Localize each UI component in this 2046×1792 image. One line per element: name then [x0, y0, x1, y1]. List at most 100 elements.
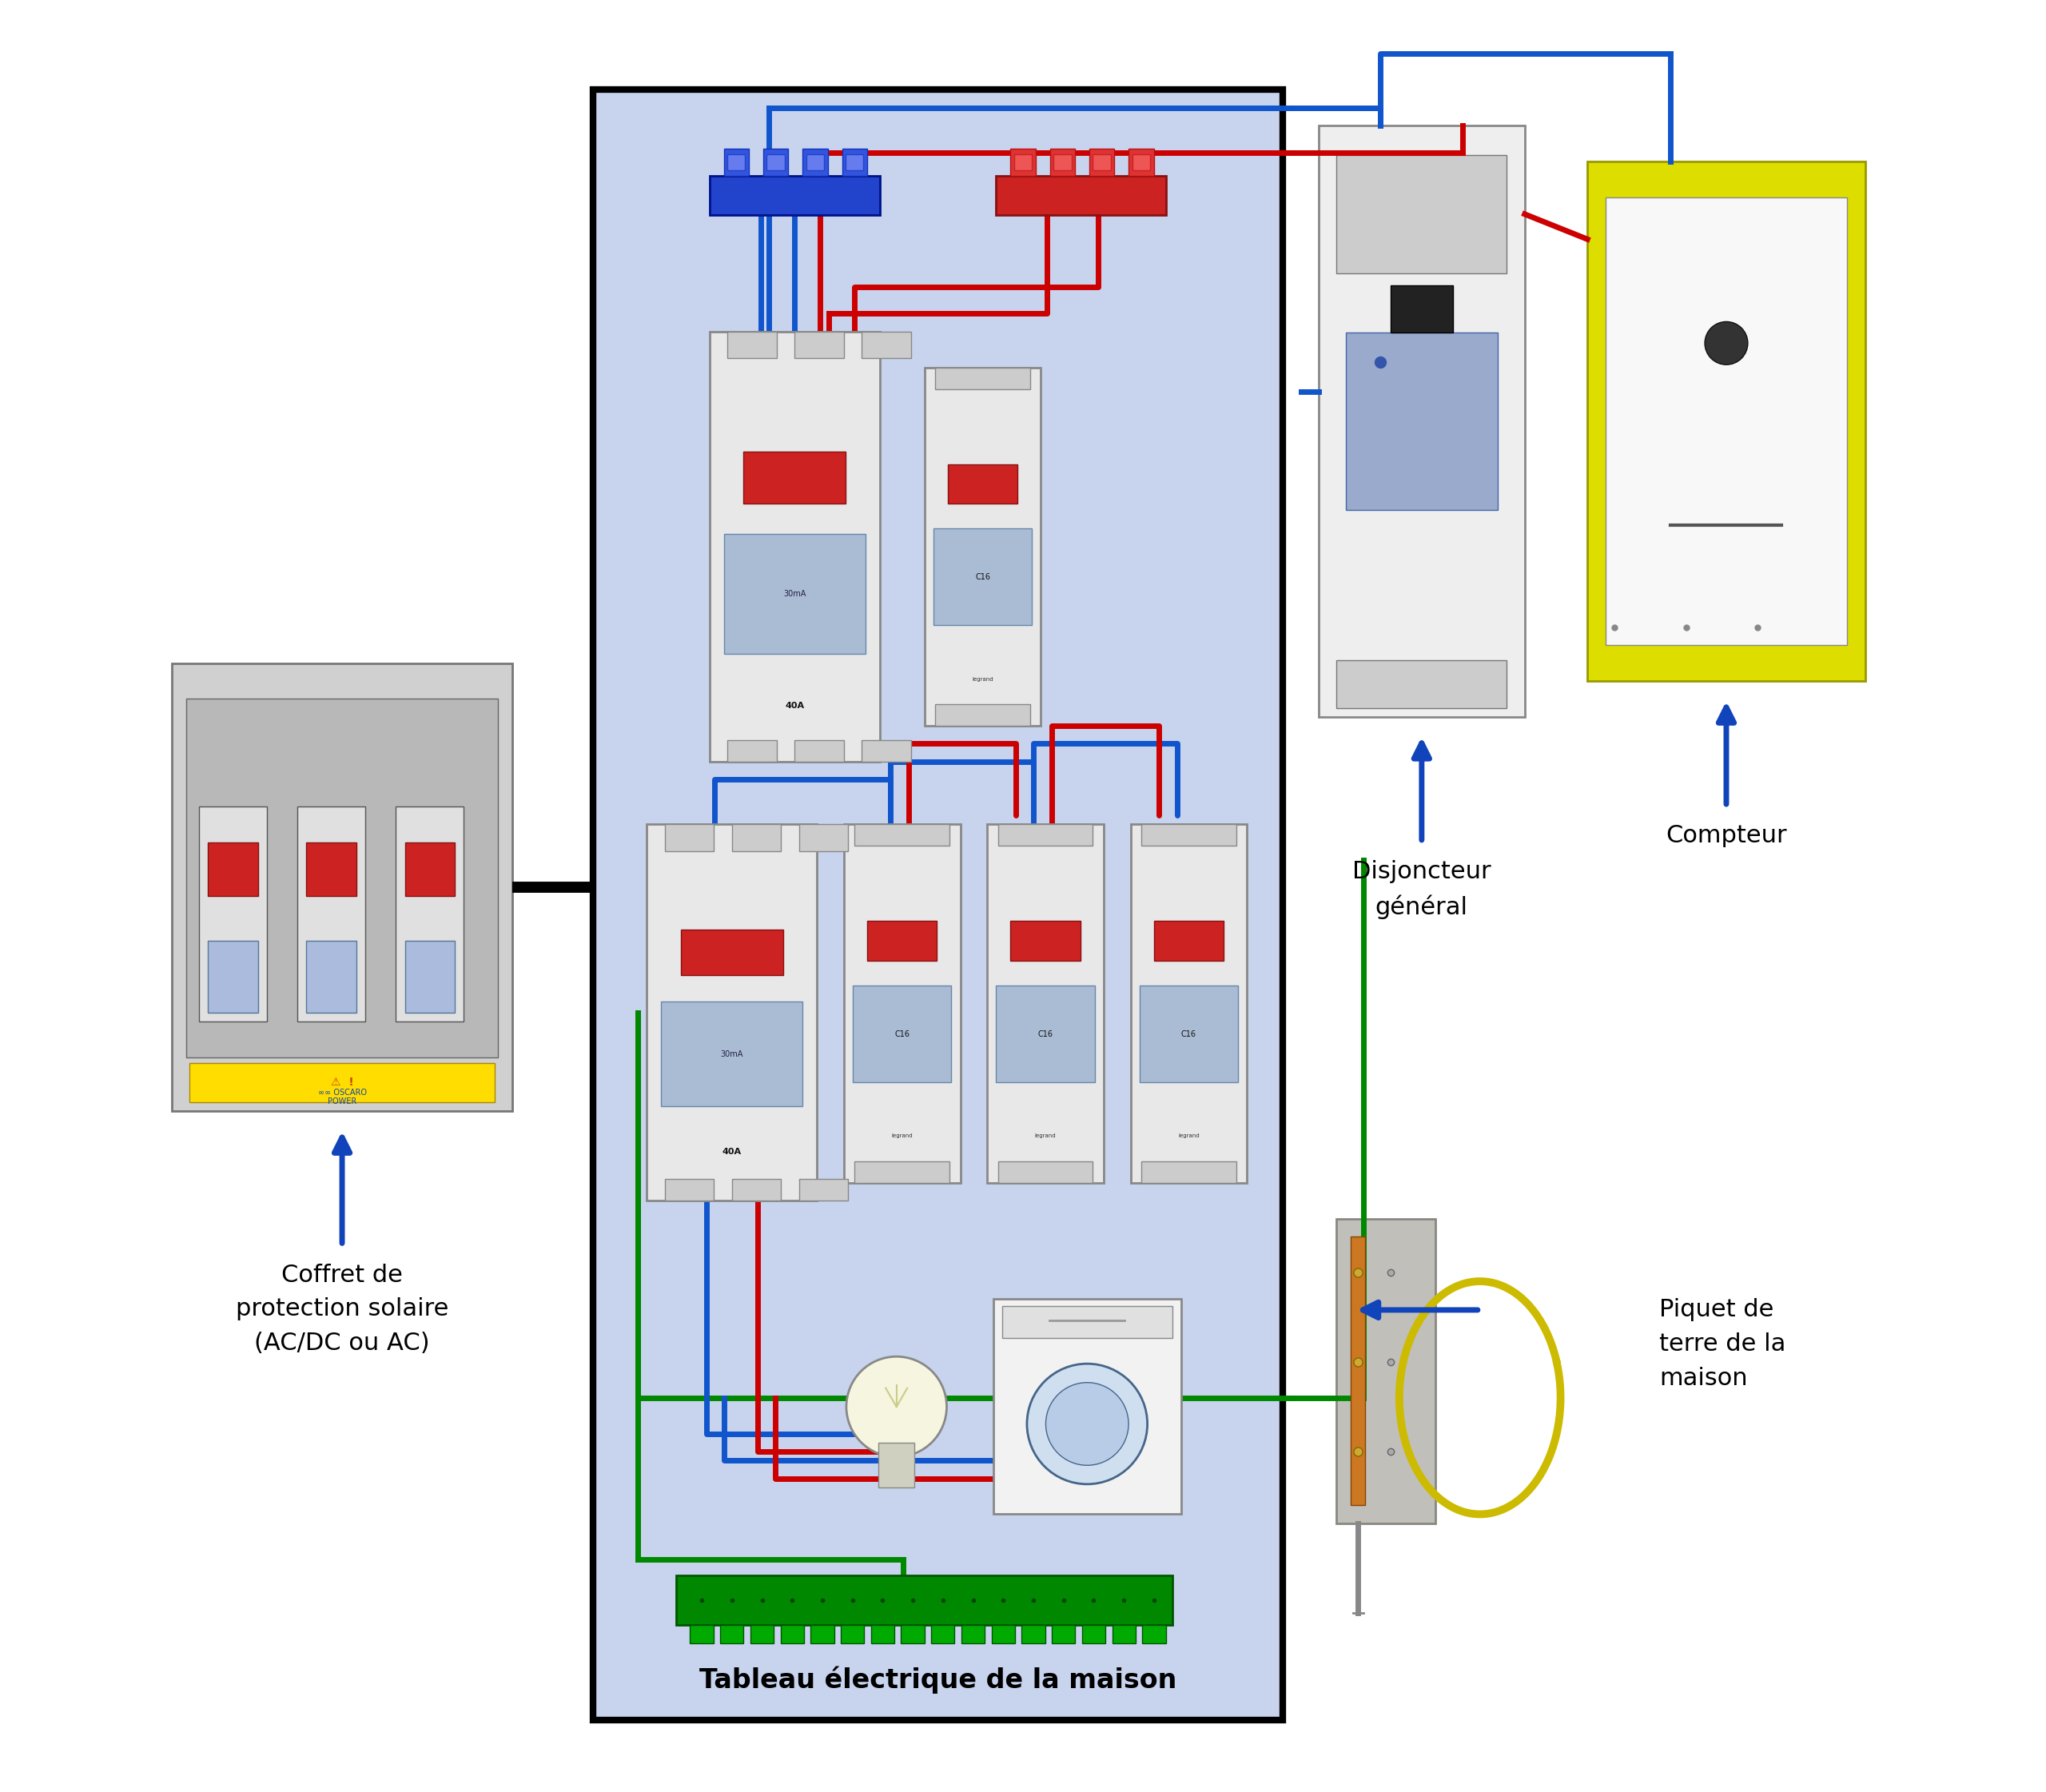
FancyBboxPatch shape — [1606, 197, 1848, 645]
Text: 40A: 40A — [722, 1147, 741, 1156]
FancyBboxPatch shape — [855, 824, 949, 846]
FancyBboxPatch shape — [767, 154, 786, 170]
FancyBboxPatch shape — [800, 824, 849, 851]
Circle shape — [1704, 323, 1747, 366]
Bar — [1350, 1236, 1365, 1505]
FancyBboxPatch shape — [720, 1625, 743, 1643]
Text: legrand: legrand — [972, 677, 992, 681]
FancyBboxPatch shape — [947, 464, 1017, 504]
FancyBboxPatch shape — [726, 740, 777, 762]
FancyBboxPatch shape — [810, 1625, 835, 1643]
FancyBboxPatch shape — [998, 1161, 1093, 1183]
FancyBboxPatch shape — [1054, 154, 1072, 170]
FancyBboxPatch shape — [198, 806, 266, 1021]
FancyBboxPatch shape — [900, 1625, 925, 1643]
Text: legrand: legrand — [1178, 1134, 1199, 1138]
FancyBboxPatch shape — [853, 986, 951, 1082]
FancyBboxPatch shape — [1052, 1625, 1076, 1643]
FancyBboxPatch shape — [1588, 161, 1866, 681]
FancyBboxPatch shape — [665, 824, 714, 851]
FancyBboxPatch shape — [661, 1002, 802, 1106]
Circle shape — [1027, 1364, 1148, 1484]
Text: legrand: legrand — [1035, 1134, 1056, 1138]
Text: Coffret de
protection solaire
(AC/DC ou AC): Coffret de protection solaire (AC/DC ou … — [235, 1263, 448, 1355]
FancyBboxPatch shape — [933, 529, 1031, 625]
FancyBboxPatch shape — [841, 1625, 863, 1643]
FancyBboxPatch shape — [647, 824, 816, 1201]
FancyBboxPatch shape — [681, 930, 784, 975]
FancyBboxPatch shape — [405, 842, 454, 896]
FancyBboxPatch shape — [732, 1179, 782, 1201]
FancyBboxPatch shape — [1142, 824, 1236, 846]
FancyBboxPatch shape — [675, 1575, 1172, 1625]
Text: ⚠  !: ⚠ ! — [331, 1077, 354, 1088]
Text: Disjoncteur
général: Disjoncteur général — [1352, 860, 1492, 919]
FancyBboxPatch shape — [1391, 285, 1453, 333]
FancyBboxPatch shape — [996, 176, 1166, 215]
FancyBboxPatch shape — [1093, 154, 1111, 170]
FancyBboxPatch shape — [405, 941, 454, 1012]
FancyBboxPatch shape — [935, 367, 1031, 389]
FancyBboxPatch shape — [872, 1625, 894, 1643]
FancyBboxPatch shape — [172, 663, 512, 1111]
FancyBboxPatch shape — [726, 332, 777, 358]
FancyBboxPatch shape — [1140, 986, 1238, 1082]
FancyBboxPatch shape — [1320, 125, 1524, 717]
Circle shape — [847, 1357, 947, 1457]
FancyBboxPatch shape — [297, 806, 366, 1021]
FancyBboxPatch shape — [794, 332, 843, 358]
Text: 30mA: 30mA — [720, 1050, 743, 1057]
FancyBboxPatch shape — [665, 1179, 714, 1201]
FancyBboxPatch shape — [307, 941, 356, 1012]
Text: Tableau électrique de la maison: Tableau électrique de la maison — [700, 1667, 1176, 1693]
Circle shape — [1046, 1383, 1129, 1466]
Text: ∞∞ OSCARO
POWER: ∞∞ OSCARO POWER — [317, 1088, 366, 1106]
FancyBboxPatch shape — [843, 824, 960, 1183]
FancyBboxPatch shape — [1154, 921, 1224, 961]
FancyBboxPatch shape — [780, 1625, 804, 1643]
FancyBboxPatch shape — [992, 1299, 1181, 1514]
FancyBboxPatch shape — [800, 1179, 849, 1201]
FancyBboxPatch shape — [868, 921, 937, 961]
FancyBboxPatch shape — [209, 941, 258, 1012]
FancyBboxPatch shape — [794, 740, 843, 762]
Text: 30mA: 30mA — [784, 590, 806, 599]
FancyBboxPatch shape — [1015, 154, 1031, 170]
FancyBboxPatch shape — [732, 824, 782, 851]
FancyBboxPatch shape — [806, 154, 825, 170]
FancyBboxPatch shape — [710, 332, 880, 762]
FancyBboxPatch shape — [843, 149, 868, 176]
FancyBboxPatch shape — [962, 1625, 984, 1643]
Text: C16: C16 — [976, 573, 990, 581]
FancyBboxPatch shape — [743, 452, 845, 504]
FancyBboxPatch shape — [1131, 824, 1246, 1183]
FancyBboxPatch shape — [1003, 1306, 1172, 1339]
FancyBboxPatch shape — [986, 824, 1103, 1183]
FancyBboxPatch shape — [935, 704, 1031, 726]
FancyBboxPatch shape — [1021, 1625, 1046, 1643]
Text: C16: C16 — [1037, 1030, 1054, 1038]
FancyBboxPatch shape — [1336, 661, 1506, 708]
FancyBboxPatch shape — [209, 842, 258, 896]
FancyBboxPatch shape — [1346, 333, 1498, 509]
FancyBboxPatch shape — [931, 1625, 955, 1643]
Text: C16: C16 — [1181, 1030, 1197, 1038]
FancyBboxPatch shape — [1011, 149, 1035, 176]
FancyBboxPatch shape — [307, 842, 356, 896]
FancyBboxPatch shape — [710, 176, 880, 215]
FancyBboxPatch shape — [855, 1161, 949, 1183]
FancyBboxPatch shape — [1336, 154, 1506, 274]
FancyBboxPatch shape — [724, 534, 865, 654]
FancyBboxPatch shape — [878, 1443, 915, 1487]
FancyBboxPatch shape — [751, 1625, 773, 1643]
Text: C16: C16 — [894, 1030, 910, 1038]
FancyBboxPatch shape — [845, 154, 863, 170]
Text: legrand: legrand — [892, 1134, 913, 1138]
FancyBboxPatch shape — [861, 740, 910, 762]
FancyBboxPatch shape — [395, 806, 464, 1021]
FancyBboxPatch shape — [724, 149, 749, 176]
FancyBboxPatch shape — [186, 699, 497, 1057]
FancyBboxPatch shape — [1131, 154, 1150, 170]
FancyBboxPatch shape — [1082, 1625, 1105, 1643]
FancyBboxPatch shape — [1050, 149, 1074, 176]
